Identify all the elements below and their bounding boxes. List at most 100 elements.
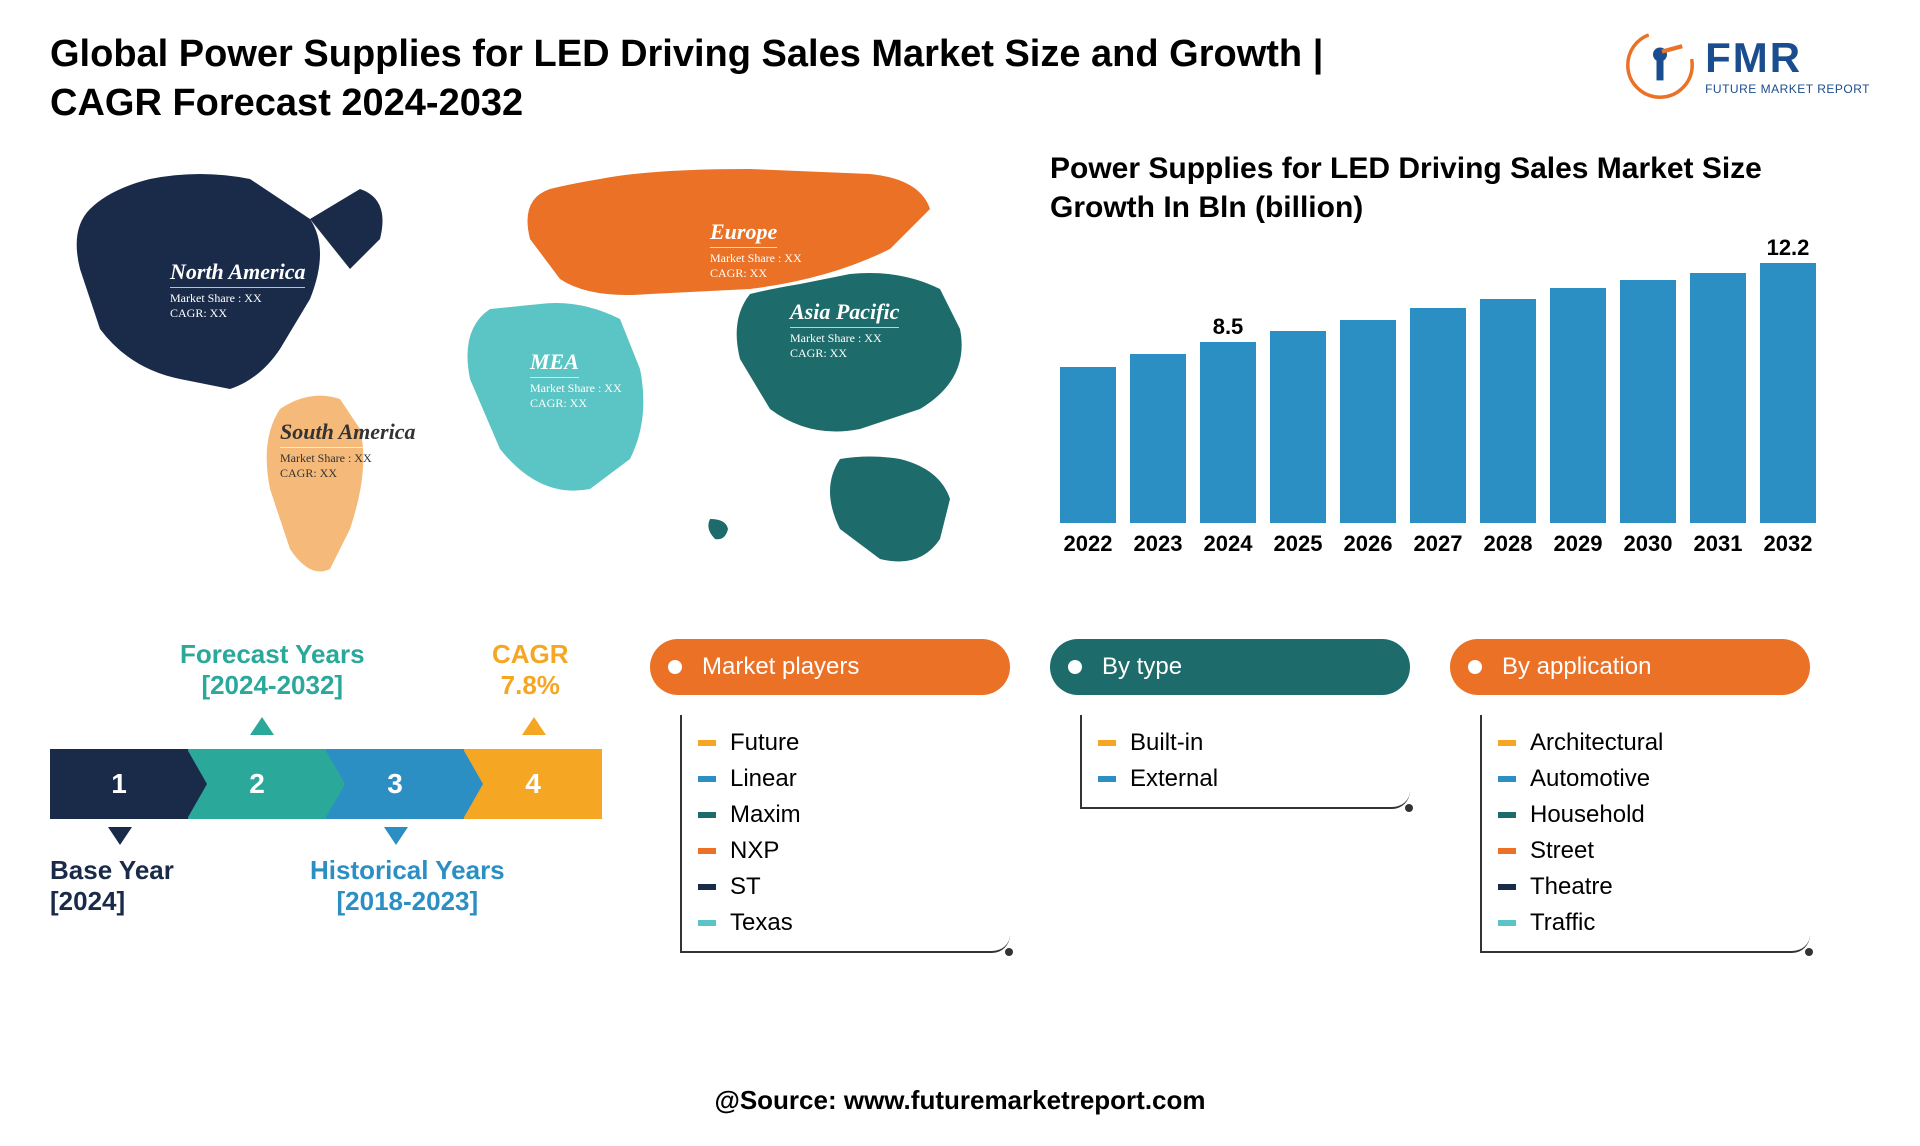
arrow-down-icon xyxy=(384,827,408,845)
bar-rect xyxy=(1270,331,1326,523)
timeline-segment-1: 1 xyxy=(50,749,188,819)
timeline-segment-3: 3 xyxy=(326,749,464,819)
timeline-infographic: Forecast Years [2024-2032] CAGR 7.8% 123… xyxy=(50,639,610,919)
category-title: Market players xyxy=(702,653,859,681)
source-attribution: @Source: www.futuremarketreport.com xyxy=(714,1085,1205,1116)
category-by-type: By type Built-in External xyxy=(1050,639,1410,953)
list-item: Linear xyxy=(682,761,1010,797)
dash-icon xyxy=(1498,740,1516,746)
category-pill: By type xyxy=(1050,639,1410,695)
category-title: By type xyxy=(1102,653,1182,681)
category-pill: By application xyxy=(1450,639,1810,695)
bar-rect xyxy=(1690,273,1746,522)
list-item-label: External xyxy=(1130,765,1218,793)
arrow-up-icon xyxy=(522,717,546,735)
bar-year-label: 2030 xyxy=(1624,531,1673,557)
bar-year-label: 2029 xyxy=(1554,531,1603,557)
dash-icon xyxy=(698,884,716,890)
bar-year-label: 2028 xyxy=(1484,531,1533,557)
dash-icon xyxy=(1498,812,1516,818)
bar-2026: 2026 xyxy=(1340,292,1396,556)
bar-2022: 2022 xyxy=(1060,339,1116,557)
list-item: Future xyxy=(682,725,1010,761)
list-item: Architectural xyxy=(1482,725,1810,761)
region-label-europe: EuropeMarket Share : XXCAGR: XX xyxy=(710,219,802,281)
region-label-asia-pacific: Asia PacificMarket Share : XXCAGR: XX xyxy=(790,299,899,361)
dash-icon xyxy=(1098,776,1116,782)
logo-subtitle: FUTURE MARKET REPORT xyxy=(1705,82,1870,96)
list-item: Traffic xyxy=(1482,905,1810,941)
list-item-label: ST xyxy=(730,873,761,901)
cagr-label: CAGR 7.8% xyxy=(492,639,569,701)
world-map: North AmericaMarket Share : XXCAGR: XXSo… xyxy=(50,149,1010,589)
fmr-logo: FMR FUTURE MARKET REPORT xyxy=(1625,30,1870,100)
bar-2032: 12.2 2032 xyxy=(1760,235,1816,557)
bar-value: 12.2 xyxy=(1767,235,1810,261)
dash-icon xyxy=(698,740,716,746)
bar-year-label: 2032 xyxy=(1764,531,1813,557)
category-title: By application xyxy=(1502,653,1651,681)
category-list: Architectural Automotive Household Street Th… xyxy=(1480,715,1810,953)
category-by-application: By application Architectural Automotive Hou… xyxy=(1450,639,1810,953)
dash-icon xyxy=(1498,776,1516,782)
bar-rect xyxy=(1060,367,1116,523)
logo-text: FMR xyxy=(1705,34,1870,82)
list-item-label: Theatre xyxy=(1530,873,1613,901)
bar-2023: 2023 xyxy=(1130,326,1186,556)
category-list: Built-in External xyxy=(1080,715,1410,809)
dash-icon xyxy=(698,920,716,926)
list-item: External xyxy=(1082,761,1410,797)
dash-icon xyxy=(1498,920,1516,926)
bar-value: 8.5 xyxy=(1213,314,1244,340)
list-item: Street xyxy=(1482,833,1810,869)
list-item: Texas xyxy=(682,905,1010,941)
list-item-label: Traffic xyxy=(1530,909,1595,937)
list-item: NXP xyxy=(682,833,1010,869)
arrow-down-icon xyxy=(108,827,132,845)
bar-year-label: 2023 xyxy=(1134,531,1183,557)
bar-rect xyxy=(1200,342,1256,523)
base-year-label: Base Year [2024] xyxy=(50,855,174,917)
telescope-icon xyxy=(1625,30,1695,100)
list-item-label: NXP xyxy=(730,837,779,865)
bar-rect xyxy=(1340,320,1396,522)
list-item-label: Household xyxy=(1530,801,1645,829)
list-item-label: Built-in xyxy=(1130,729,1203,757)
dot-icon xyxy=(1068,660,1082,674)
dash-icon xyxy=(698,848,716,854)
bar-2028: 2028 xyxy=(1480,271,1536,557)
dot-icon xyxy=(1468,660,1482,674)
list-item: ST xyxy=(682,869,1010,905)
bar-year-label: 2027 xyxy=(1414,531,1463,557)
dash-icon xyxy=(1098,740,1116,746)
list-item-label: Future xyxy=(730,729,799,757)
category-market-players: Market playersFutureLinearMaximNXPSTTexa… xyxy=(650,639,1010,953)
list-item: Household xyxy=(1482,797,1810,833)
bar-2031: 2031 xyxy=(1690,245,1746,556)
list-item-label: Texas xyxy=(730,909,793,937)
bar-rect xyxy=(1760,263,1816,523)
bar-year-label: 2031 xyxy=(1694,531,1743,557)
bar-chart-bars: 2022 2023 8.52024 2025 2026 2027 2028 2029 2030 2… xyxy=(1050,247,1870,557)
chart-title: Power Supplies for LED Driving Sales Mar… xyxy=(1050,149,1870,227)
list-item: Theatre xyxy=(1482,869,1810,905)
bar-rect xyxy=(1620,280,1676,523)
region-label-north-america: North AmericaMarket Share : XXCAGR: XX xyxy=(170,259,305,321)
bar-2024: 8.52024 xyxy=(1200,314,1256,557)
bar-chart: Power Supplies for LED Driving Sales Mar… xyxy=(1050,149,1870,589)
bar-rect xyxy=(1480,299,1536,523)
list-item: Automotive xyxy=(1482,761,1810,797)
forecast-label: Forecast Years [2024-2032] xyxy=(180,639,365,701)
category-list: FutureLinearMaximNXPSTTexas xyxy=(680,715,1010,953)
list-item-label: Architectural xyxy=(1530,729,1663,757)
bar-2027: 2027 xyxy=(1410,280,1466,557)
bar-rect xyxy=(1550,288,1606,522)
bar-year-label: 2025 xyxy=(1274,531,1323,557)
bar-year-label: 2022 xyxy=(1064,531,1113,557)
list-item-label: Automotive xyxy=(1530,765,1650,793)
category-columns: Market playersFutureLinearMaximNXPSTTexa… xyxy=(650,639,1810,953)
header: Global Power Supplies for LED Driving Sa… xyxy=(50,30,1870,129)
historical-label: Historical Years [2018-2023] xyxy=(310,855,505,917)
region-label-mea: MEAMarket Share : XXCAGR: XX xyxy=(530,349,622,411)
list-item-label: Street xyxy=(1530,837,1594,865)
